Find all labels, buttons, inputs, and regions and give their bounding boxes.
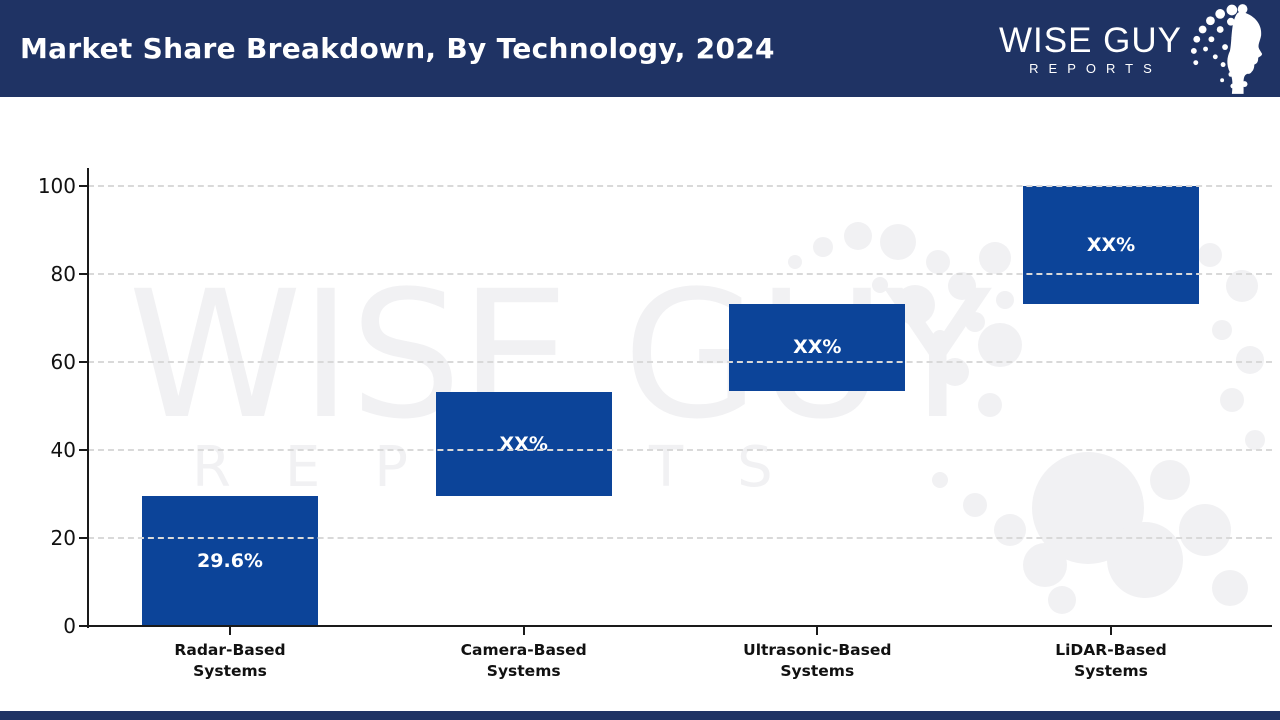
category-label: Camera-Based Systems: [404, 640, 644, 682]
grid-line: [88, 537, 1272, 539]
logo-wordmark: WISE GUY: [998, 21, 1182, 60]
category-label-line2: Systems: [1074, 661, 1148, 680]
y-tick: [79, 361, 87, 363]
y-tick: [79, 449, 87, 451]
category-label-line2: Systems: [486, 661, 561, 680]
grid-line: [88, 273, 1272, 275]
bar-value-label: XX%: [1086, 233, 1136, 256]
x-tick: [229, 627, 231, 635]
logo-face-icon: [1190, 4, 1263, 94]
grid-line: [88, 361, 1272, 363]
category-label-line1: Radar-Based: [174, 641, 286, 659]
category-label-line2: Systems: [780, 661, 855, 680]
y-tick: [79, 273, 87, 275]
category-label-line1: LiDAR-Based: [1055, 641, 1167, 659]
bar: XX%: [729, 303, 906, 392]
x-axis-line: [87, 625, 1272, 627]
y-tick-label: 20: [50, 526, 76, 550]
category-label: Ultrasonic-Based Systems: [697, 640, 937, 682]
category-label-line1: Camera-Based: [460, 641, 587, 659]
x-tick: [816, 627, 819, 635]
footer-bar: [0, 711, 1280, 720]
chart-title: Market Share Breakdown, By Technology, 2…: [20, 32, 775, 65]
bar-value-label: XX%: [499, 432, 548, 455]
y-tick-label: 100: [37, 174, 76, 198]
y-tick-label: 80: [50, 262, 76, 286]
y-tick: [79, 537, 87, 539]
wiseguy-logo: WISE GUY REPORTS: [999, 4, 1266, 94]
logo-text: WISE GUY REPORTS: [999, 23, 1182, 75]
y-tick-label: 40: [50, 438, 76, 462]
x-tick: [1110, 627, 1112, 635]
y-tick-label: 60: [50, 350, 76, 374]
y-tick: [79, 625, 87, 627]
grid-line: [88, 449, 1272, 451]
bar: XX%: [1023, 186, 1199, 304]
bar: 29.6%: [142, 495, 318, 626]
y-tick-label: 0: [63, 614, 76, 638]
category-label-line1: Ultrasonic-Based: [743, 641, 892, 659]
bar-value-label: XX%: [793, 336, 842, 359]
grid-line: [88, 185, 1272, 187]
header-banner: Market Share Breakdown, By Technology, 2…: [0, 0, 1280, 97]
category-label: LiDAR-Based Systems: [991, 640, 1231, 682]
category-label: Radar-Based Systems: [110, 640, 350, 682]
category-label-line2: Systems: [193, 661, 267, 680]
bar-value-label: 29.6%: [197, 549, 263, 572]
y-axis-line: [87, 168, 89, 628]
bar: XX%: [435, 391, 612, 496]
logo-reports-text: REPORTS: [1029, 61, 1162, 76]
x-tick: [522, 627, 525, 635]
y-tick: [79, 185, 87, 187]
